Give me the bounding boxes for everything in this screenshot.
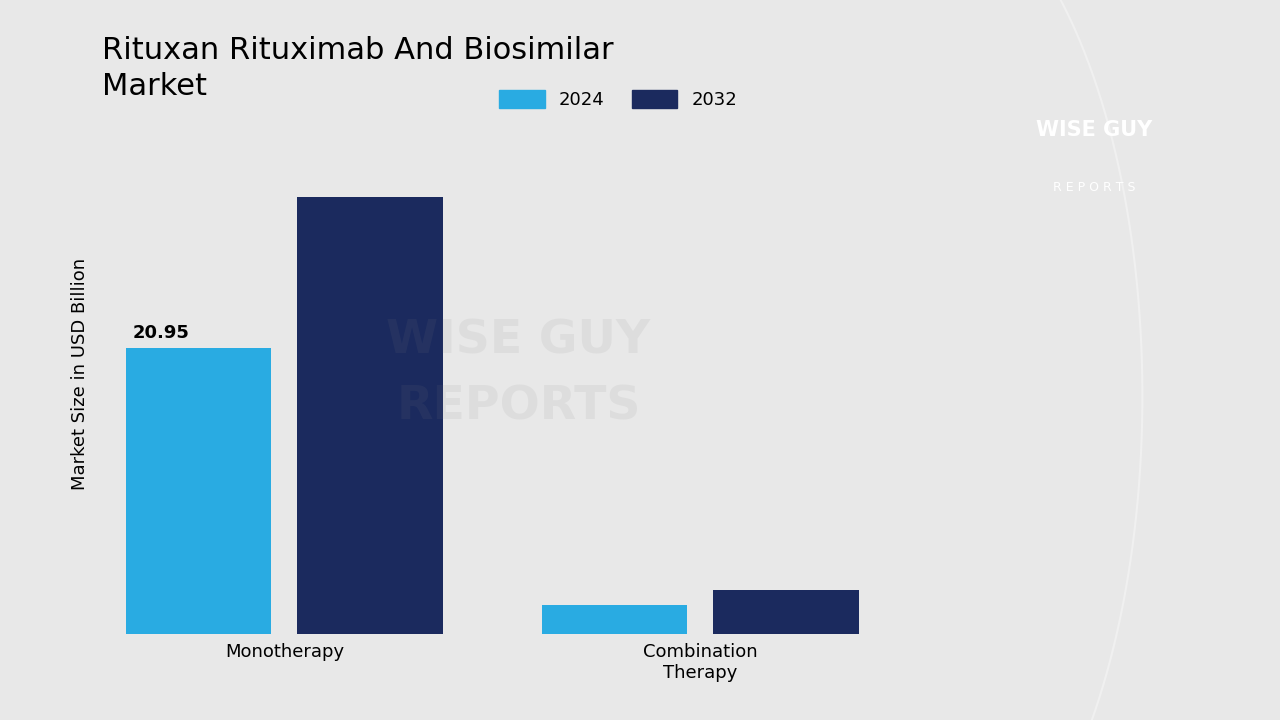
Y-axis label: Market Size in USD Billion: Market Size in USD Billion	[70, 258, 88, 490]
Bar	[541, 605, 687, 634]
Legend: 2024, 2032: 2024, 2032	[492, 83, 745, 117]
Bar	[297, 197, 443, 634]
Text: WISE GUY: WISE GUY	[1037, 120, 1152, 140]
Text: WISE GUY
REPORTS: WISE GUY REPORTS	[387, 319, 650, 430]
Bar	[713, 590, 859, 634]
Bar	[125, 348, 271, 634]
Text: R E P O R T S: R E P O R T S	[1053, 181, 1135, 194]
Text: Rituxan Rituximab And Biosimilar
Market: Rituxan Rituximab And Biosimilar Market	[102, 36, 614, 101]
Text: 20.95: 20.95	[133, 324, 189, 342]
